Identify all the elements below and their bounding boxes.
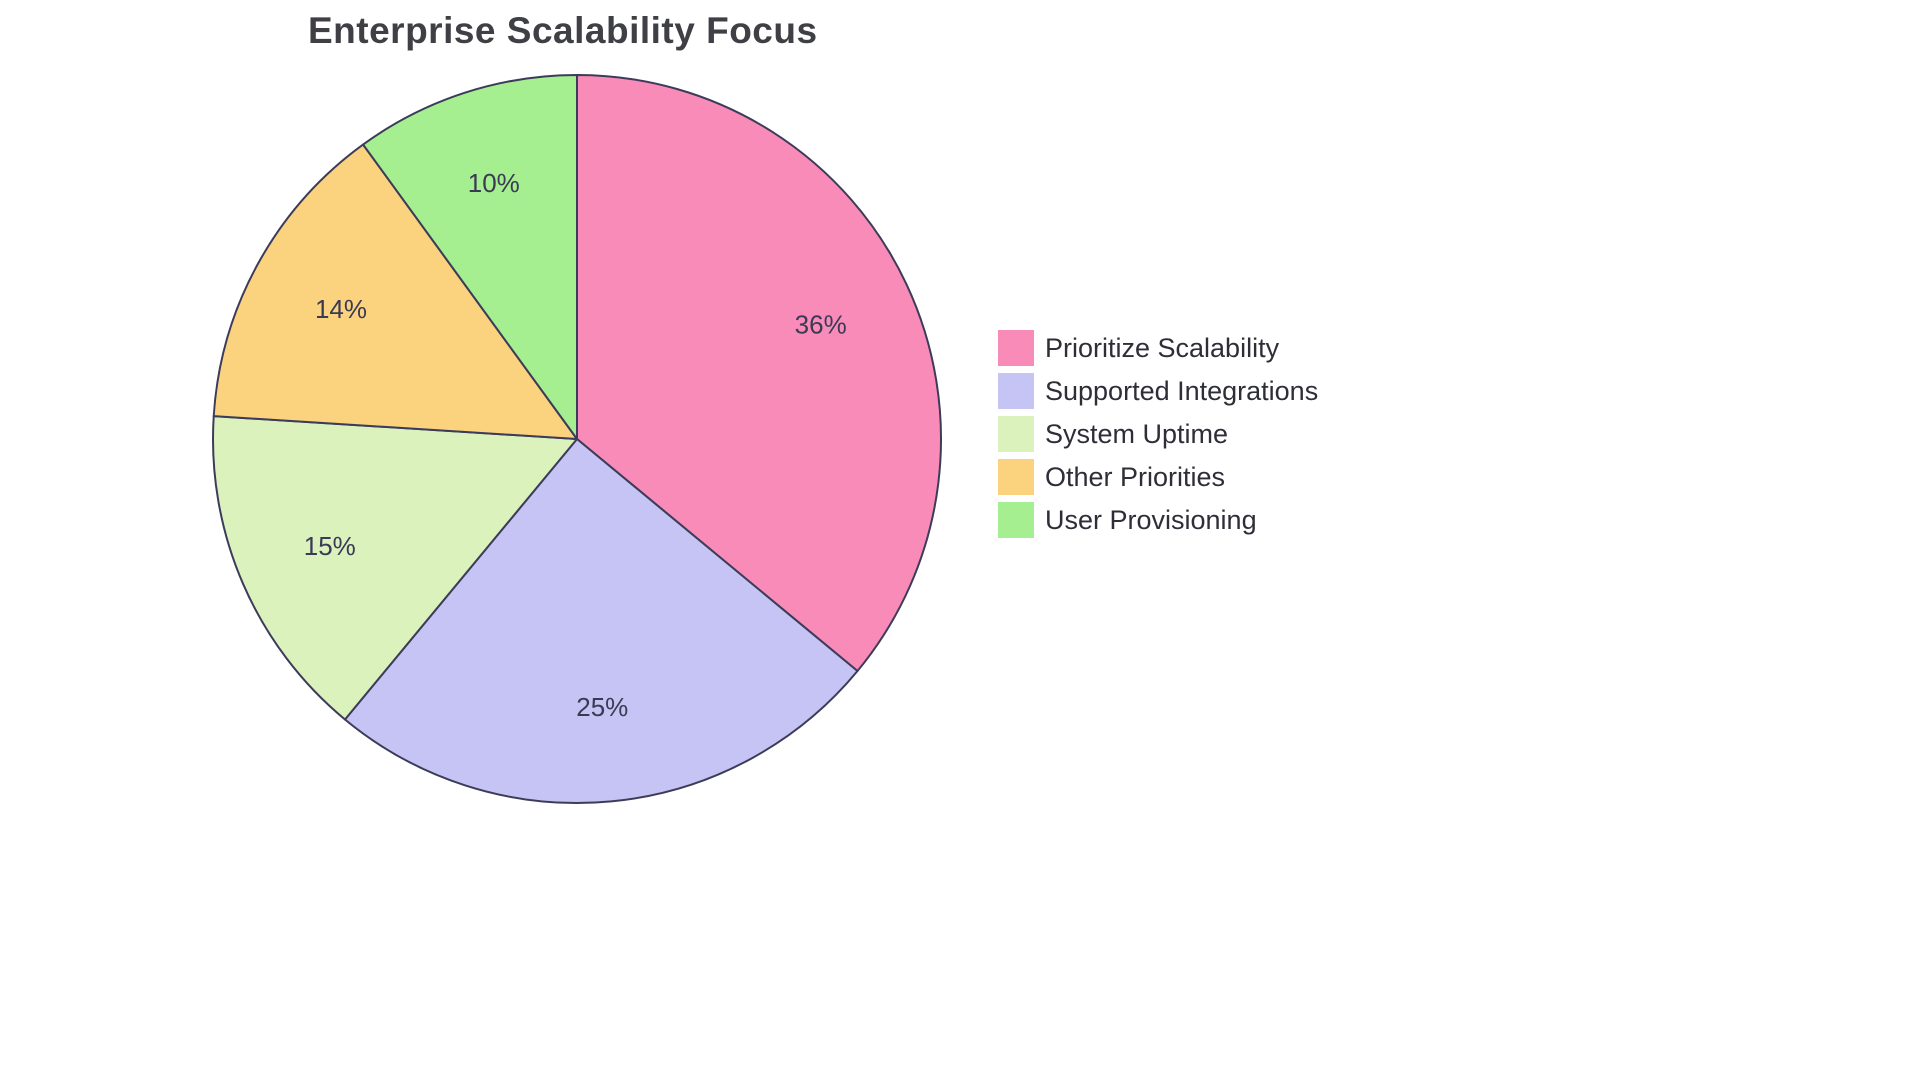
legend-label: System Uptime: [1045, 418, 1229, 449]
legend-swatch-prioritize-scalability: [998, 330, 1034, 366]
legend-item-prioritize-scalability[interactable]: Prioritize Scalability: [998, 330, 1318, 366]
legend-swatch-other-priorities: [998, 459, 1034, 495]
pie-percent-label-prioritize-scalability: 36%: [795, 309, 847, 339]
legend-item-other-priorities[interactable]: Other Priorities: [998, 459, 1318, 495]
legend-item-supported-integrations[interactable]: Supported Integrations: [998, 373, 1318, 409]
pie-percent-label-other-priorities: 14%: [315, 294, 367, 324]
legend: Prioritize Scalability Supported Integrat…: [998, 330, 1318, 538]
pie-slice-user-provisioning[interactable]: [362, 74, 578, 440]
pie-slice-system-uptime[interactable]: [212, 415, 578, 721]
legend-label: Prioritize Scalability: [1045, 332, 1280, 363]
pie-percent-label-system-uptime: 15%: [304, 531, 356, 561]
legend-swatch-system-uptime: [998, 416, 1034, 452]
legend-swatch-user-provisioning: [998, 502, 1034, 538]
legend-label: Other Priorities: [1045, 461, 1226, 492]
chart-title: Enterprise Scalability Focus: [308, 10, 818, 51]
pie-slice-other-priorities[interactable]: [212, 143, 578, 440]
legend-item-system-uptime[interactable]: System Uptime: [998, 416, 1318, 452]
pie-slice-supported-integrations[interactable]: [343, 438, 859, 804]
legend-label: Supported Integrations: [1045, 375, 1319, 406]
pie-percent-label-user-provisioning: 10%: [468, 168, 520, 198]
legend-label: User Provisioning: [1045, 504, 1257, 535]
pie-percent-label-supported-integrations: 25%: [576, 692, 628, 722]
pie-slice-prioritize-scalability[interactable]: [576, 74, 942, 673]
legend-item-user-provisioning[interactable]: User Provisioning: [998, 502, 1318, 538]
legend-swatch-supported-integrations: [998, 373, 1034, 409]
